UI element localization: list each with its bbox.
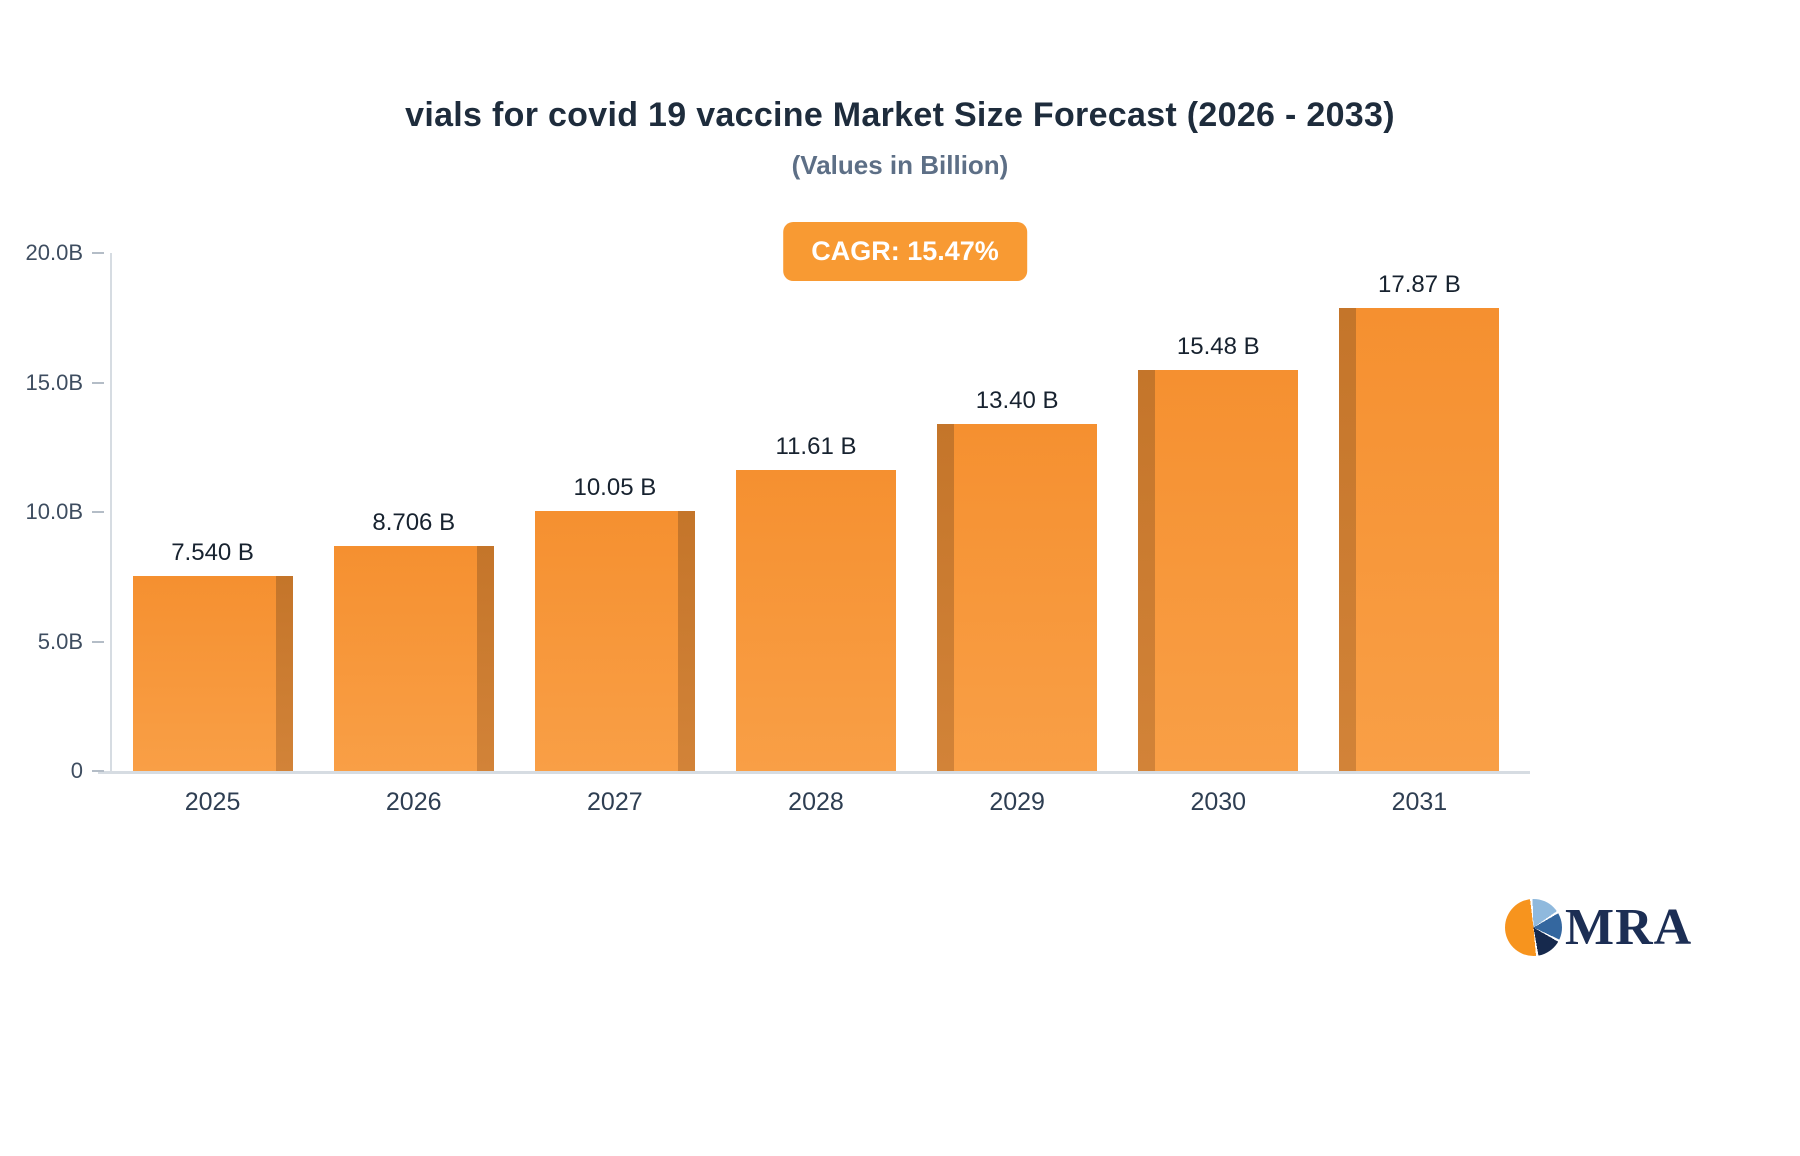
bar-group: 15.48 B <box>1118 253 1319 771</box>
bar <box>333 545 494 772</box>
x-axis-label: 2031 <box>1391 788 1448 816</box>
bar <box>1138 370 1299 771</box>
y-tick-label: 10.0B <box>25 499 84 524</box>
bar-value-label: 8.706 B <box>372 508 456 536</box>
bar-group: 11.61 B <box>715 253 916 771</box>
bar-value-label: 17.87 B <box>1378 271 1461 299</box>
bar <box>937 423 1098 772</box>
x-axis-label: 2027 <box>587 788 643 816</box>
chart-subtitle: (Values in Billion) <box>791 150 1009 180</box>
cagr-badge: CAGR: 15.47% <box>783 222 1027 281</box>
logo-pie-icon <box>1505 899 1562 956</box>
y-tick: 0 <box>0 758 104 784</box>
x-axis-line <box>98 771 1530 774</box>
bar-group: 10.05 B <box>514 253 715 772</box>
y-tick-mark <box>92 640 104 643</box>
x-axis-label: 2028 <box>788 788 844 816</box>
y-tick: 10.0B <box>0 499 104 525</box>
y-tick-mark <box>92 770 104 772</box>
bar-group: 8.706 B <box>313 253 514 772</box>
bar <box>534 510 695 772</box>
bar <box>132 575 293 772</box>
y-tick-mark <box>92 511 104 513</box>
y-axis: 20.0B 15.0B 10.0B 5.0B 0 <box>0 240 104 783</box>
logo: MRA <box>1505 898 1692 957</box>
x-axis-label: 2030 <box>1190 788 1247 816</box>
bar-group: 17.87 B <box>1319 253 1520 771</box>
bar-value-label: 13.40 B <box>975 386 1059 414</box>
y-tick: 15.0B <box>0 370 104 396</box>
y-axis-line <box>110 253 112 771</box>
bar-group: 7.540 B <box>112 253 313 772</box>
y-tick-label: 5.0B <box>37 628 83 654</box>
bar-group: 13.40 B <box>917 253 1118 772</box>
x-axis-label: 2026 <box>385 788 442 816</box>
bar <box>735 470 896 771</box>
bar-value-label: 11.61 B <box>775 433 857 461</box>
plot-area: 7.540 B 8.706 B 10.05 B 11.61 B 13.40 B 15.48… <box>112 253 1520 772</box>
chart-title: vials for covid 19 vaccine Market Size F… <box>405 96 1395 134</box>
y-tick-label: 15.0B <box>25 369 84 395</box>
y-tick-mark <box>92 381 104 384</box>
bar-value-label: 10.05 B <box>573 473 657 501</box>
logo-text: MRA <box>1565 899 1693 956</box>
x-axis: 2025 2026 2027 2028 2029 2030 2031 <box>112 788 1520 817</box>
x-axis-label: 2029 <box>989 788 1045 816</box>
bar-value-label: 15.48 B <box>1176 333 1260 361</box>
y-tick: 5.0B <box>0 629 104 655</box>
y-tick-label: 20.0B <box>25 240 84 265</box>
y-tick: 20.0B <box>0 240 104 266</box>
y-tick-mark <box>92 252 104 254</box>
bar-value-label: 7.540 B <box>171 538 254 566</box>
x-axis-label: 2025 <box>184 788 241 816</box>
bar <box>1339 308 1500 771</box>
y-tick-label: 0 <box>70 758 83 783</box>
